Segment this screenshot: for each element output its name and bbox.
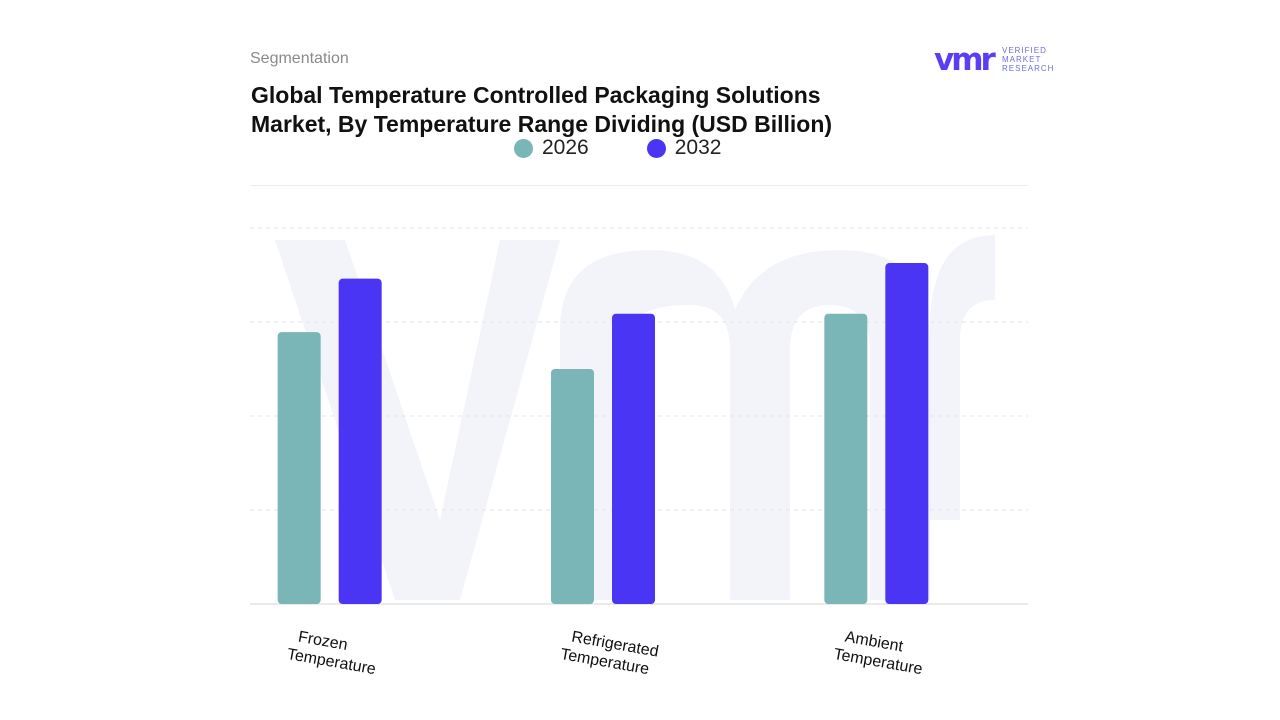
bar-2026-ambient xyxy=(824,313,868,604)
legend: 2026 2032 xyxy=(514,136,779,160)
bar-2026-refrigerated xyxy=(551,369,594,604)
legend-item-2032: 2032 xyxy=(646,136,722,160)
x-axis-ticks: FrozenTemperature RefrigeratedTemperature… xyxy=(286,627,927,679)
x-tick-label-frozen: FrozenTemperature xyxy=(286,627,381,678)
logo-line-research: RESEARCH xyxy=(1002,64,1054,73)
legend-swatch-2026 xyxy=(514,138,533,158)
legend-label-2032: 2032 xyxy=(674,136,722,159)
segment-label: Segmentation xyxy=(250,50,349,67)
legend-swatch-2032 xyxy=(646,138,666,158)
logo-mark: vmr xyxy=(934,44,997,76)
legend-label-2026: 2026 xyxy=(542,136,589,159)
x-tick-label-refrigerated: RefrigeratedTemperature xyxy=(559,627,660,679)
x-tick-label-ambient: AmbientTemperature xyxy=(832,627,927,678)
legend-item-2026: 2026 xyxy=(514,136,589,160)
bar-2032-refrigerated xyxy=(612,313,655,604)
bar-2032-frozen xyxy=(338,278,382,604)
bar-2026-frozen xyxy=(277,332,321,604)
header-divider xyxy=(250,185,1028,186)
chart-title: Global Temperature Controlled Packaging … xyxy=(251,82,833,137)
bar-2032-ambient xyxy=(885,263,929,604)
brand-logo: vmr VERIFIED MARKET RESEARCH xyxy=(934,44,1054,76)
logo-line-market: MARKET xyxy=(1002,55,1041,64)
bars xyxy=(277,263,929,604)
logo-line-verified: VERIFIED xyxy=(1002,46,1047,55)
